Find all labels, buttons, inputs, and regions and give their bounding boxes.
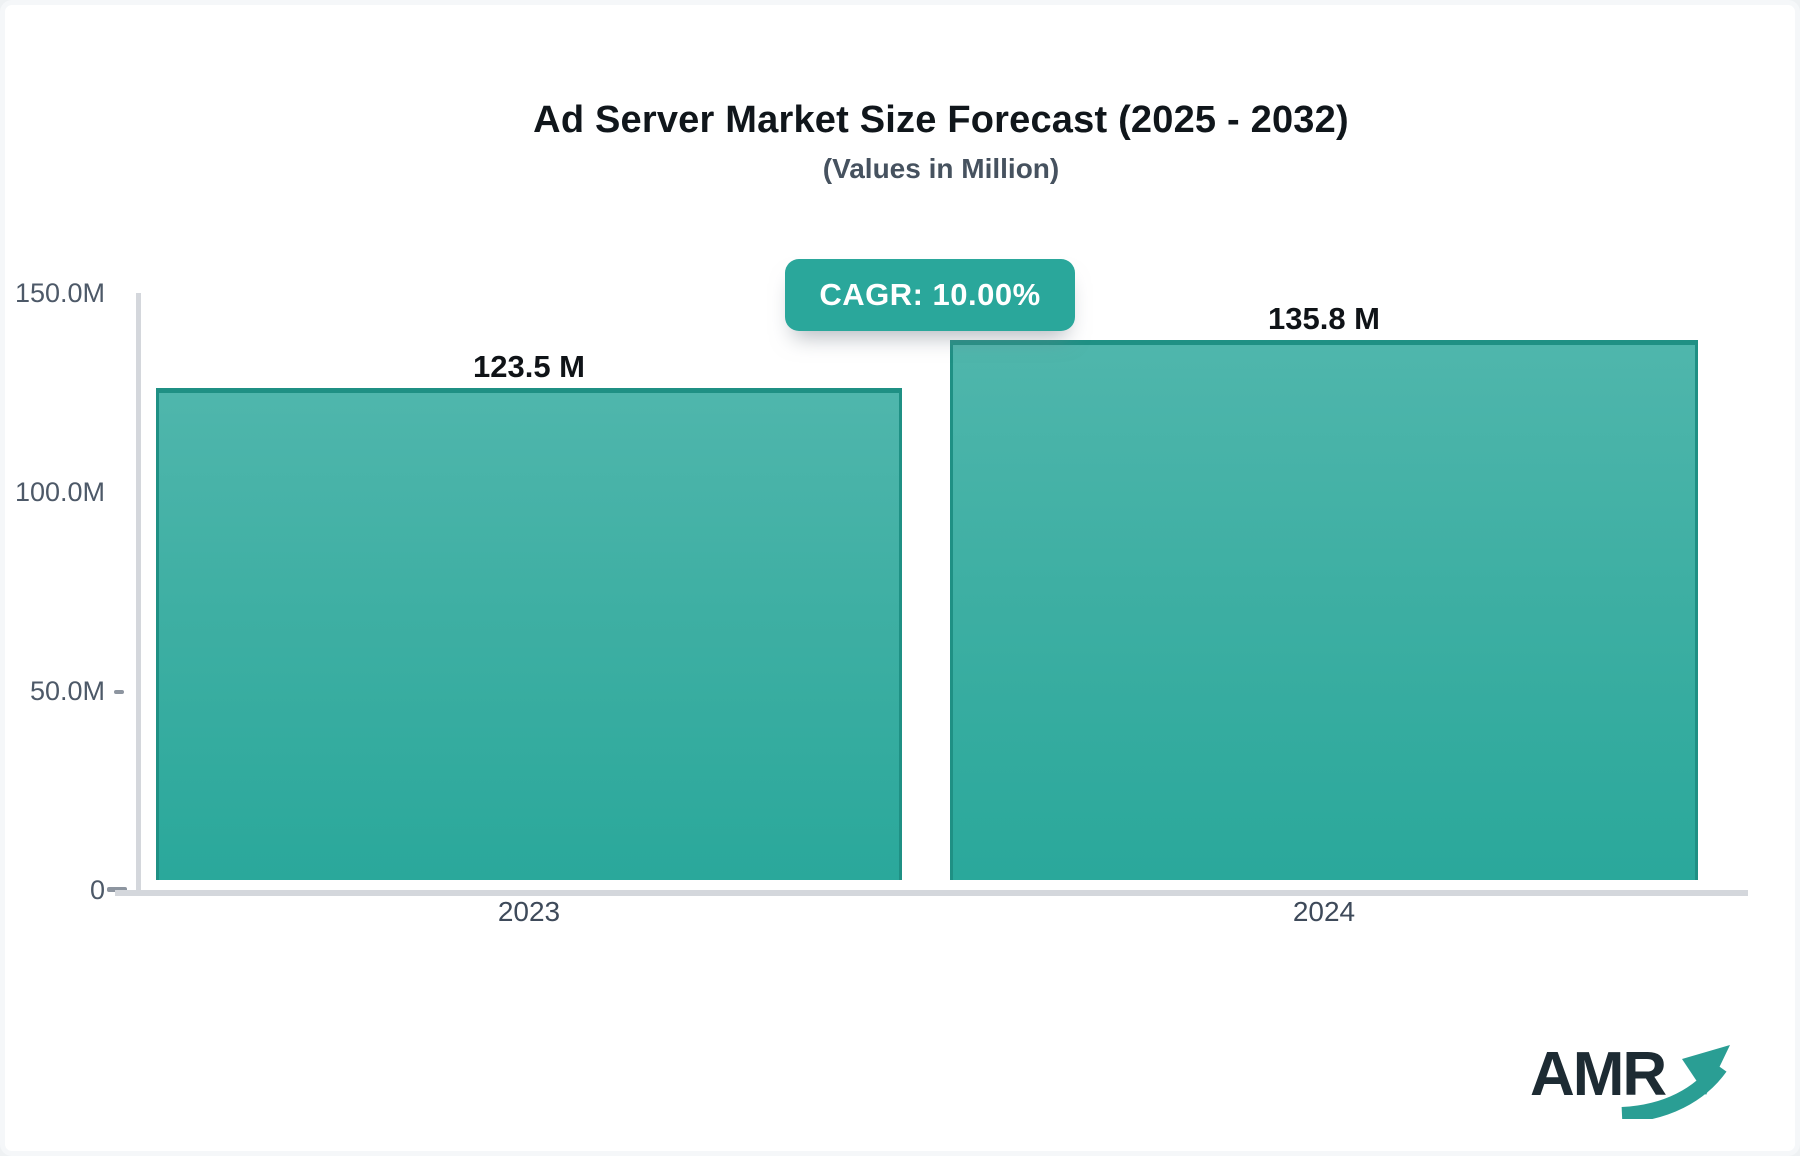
y-axis-tick-mark-0: [107, 887, 127, 892]
x-axis-baseline: [115, 890, 1748, 896]
bar-2024[interactable]: 135.8 M 2024: [950, 301, 1698, 927]
y-axis-tick-mark-50: [114, 690, 124, 694]
y-axis-tick-label-100: 100.0M: [14, 477, 105, 507]
amr-logo: AMR: [1530, 1033, 1730, 1123]
y-axis-line: [136, 293, 141, 890]
chart-subtitle: (Values in Million): [822, 153, 1060, 184]
x-axis-category-label: 2024: [1292, 896, 1356, 927]
amr-logo-arrow-icon: [1621, 1045, 1730, 1119]
bar-2023[interactable]: 123.5 M 2023: [156, 349, 902, 927]
chart-title: Ad Server Market Size Forecast (2025 - 2…: [533, 99, 1349, 141]
bar-value-label: 123.5 M: [472, 349, 585, 384]
bar-value-label: 135.8 M: [1267, 301, 1380, 336]
cagr-badge: CAGR: 10.00%: [785, 259, 1075, 331]
y-axis-tick-label-0: 0: [89, 875, 105, 905]
x-axis-category-label: 2023: [497, 896, 561, 927]
y-axis-tick-label-50: 50.0M: [29, 676, 105, 706]
amr-logo-text: AMR: [1530, 1040, 1667, 1109]
y-axis-tick-label-150: 150.0M: [14, 278, 105, 308]
